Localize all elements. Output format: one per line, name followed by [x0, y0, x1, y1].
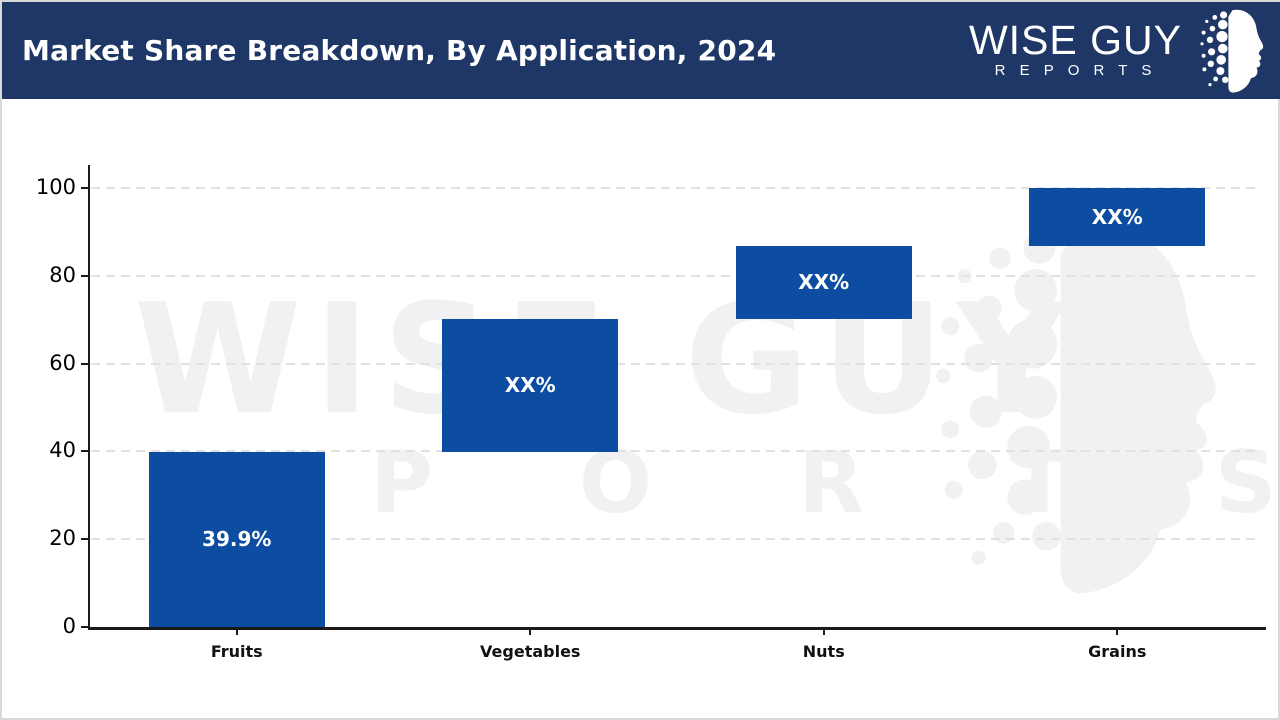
watermark-head-graphic	[864, 212, 1236, 604]
x-axis-tick	[822, 627, 825, 635]
bar-value-label: XX%	[798, 270, 850, 295]
gridline	[91, 362, 1258, 365]
y-axis-spine	[88, 165, 90, 629]
y-axis-tick	[81, 450, 89, 453]
y-tick-label: 20	[49, 526, 76, 551]
wise-guy-reports-logo: WISE GUY R E P O R T S	[969, 7, 1268, 95]
dotted-head-icon	[935, 224, 1216, 594]
bar-nuts: XX%	[735, 245, 912, 319]
bar-vegetables: XX%	[442, 318, 619, 452]
x-axis-tick	[1116, 627, 1119, 635]
x-axis-spine	[88, 627, 1266, 630]
bar-value-label: 39.9%	[202, 527, 272, 552]
bar-fruits: 39.9%	[148, 451, 325, 627]
header-bar: Market Share Breakdown, By Application, …	[2, 2, 1280, 99]
y-tick-label: 100	[35, 175, 76, 199]
gridline	[91, 187, 1258, 189]
logo-text: WISE GUY R E P O R T S	[969, 20, 1182, 81]
x-tick-label: Fruits	[210, 642, 263, 661]
y-axis-tick	[81, 362, 89, 365]
gridline	[91, 274, 1258, 277]
gridline	[91, 450, 1258, 453]
x-tick-label: Nuts	[802, 642, 845, 661]
y-tick-label: 0	[62, 614, 76, 638]
y-axis-tick	[81, 187, 89, 189]
x-tick-label: Grains	[1088, 642, 1147, 661]
x-tick-label: Vegetables	[480, 642, 581, 661]
y-axis-tick	[81, 538, 89, 541]
y-axis-tick	[81, 274, 89, 277]
logo-subtitle: R E P O R T S	[994, 62, 1157, 80]
y-tick-label: 80	[49, 262, 76, 287]
y-tick-label: 40	[49, 438, 76, 463]
y-tick-label: 60	[49, 350, 76, 375]
gridline	[91, 538, 1258, 541]
bar-value-label: XX%	[504, 373, 556, 398]
chart-title: Market Share Breakdown, By Application, …	[22, 34, 777, 67]
bar-value-label: XX%	[1091, 204, 1143, 229]
x-axis-tick	[529, 627, 532, 635]
x-axis-tick	[235, 627, 238, 635]
y-axis-tick	[81, 626, 89, 628]
dotted-head-icon	[1200, 9, 1264, 93]
bar-grains: XX%	[1029, 188, 1206, 246]
logo-wordmark: WISE GUY	[968, 17, 1182, 64]
